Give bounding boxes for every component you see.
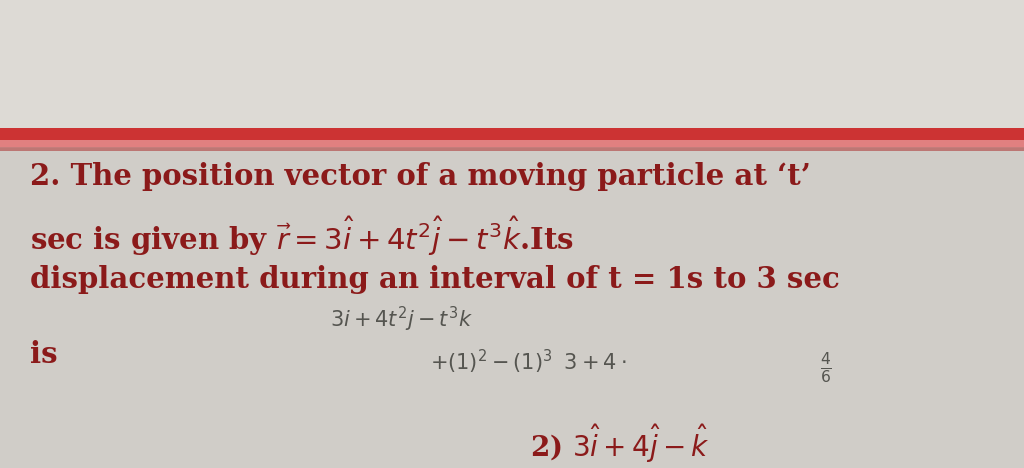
Text: sec is given by $\vec{r}=3\hat{i}+4t^2\hat{j}-t^3\hat{k}$.Its: sec is given by $\vec{r}=3\hat{i}+4t^2\h… [30, 215, 573, 258]
Text: is: is [30, 340, 57, 369]
Bar [0, 147, 1024, 151]
Text: 2. The position vector of a moving particle at ‘t’: 2. The position vector of a moving parti… [30, 162, 811, 191]
Text: $3i+4t^2j-t^3k$: $3i+4t^2j-t^3k$ [330, 305, 473, 334]
Bar [0, 140, 1024, 147]
Text: 2) $3\hat{i}+4\hat{j}-\hat{k}$: 2) $3\hat{i}+4\hat{j}-\hat{k}$ [530, 422, 710, 465]
Bar [0, 128, 1024, 140]
Bar [0, 0, 1024, 148]
Text: displacement during an interval of t = 1s to 3 sec: displacement during an interval of t = 1… [30, 265, 840, 294]
Text: $\frac{4}{6}$: $\frac{4}{6}$ [820, 350, 831, 385]
Text: $+(1)^2-(1)^3\;\; 3+4\cdot$: $+(1)^2-(1)^3\;\; 3+4\cdot$ [430, 348, 627, 376]
